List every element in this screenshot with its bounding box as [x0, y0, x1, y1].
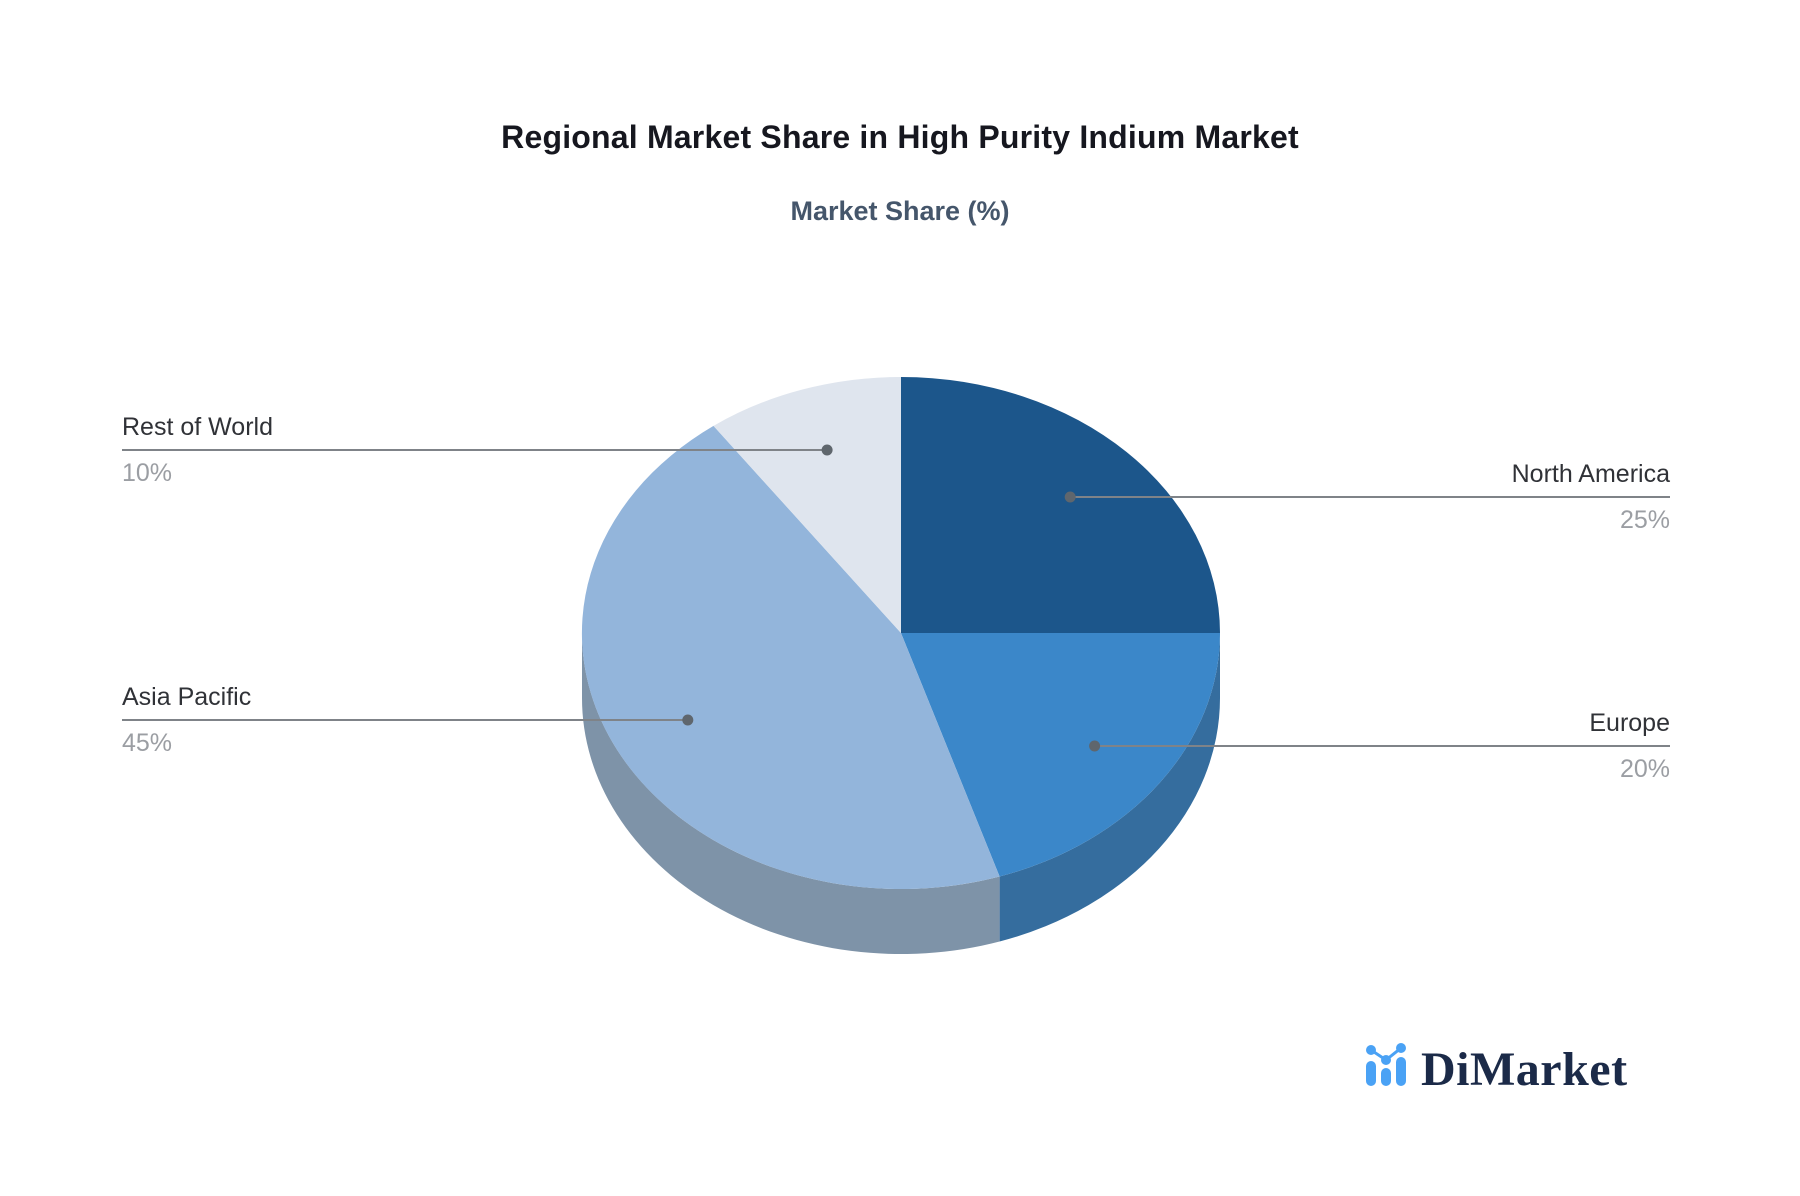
- slice-label: Europe: [1589, 709, 1670, 737]
- pie-slice-side-asia-pacific: [582, 633, 1000, 955]
- slice-label: North America: [1511, 460, 1670, 488]
- callout-north-america: North America 25%: [1110, 459, 1670, 535]
- logo-text: DiMarket: [1421, 1043, 1628, 1096]
- leader-dot-europe: [1089, 740, 1101, 752]
- leader-dot-rest-of-world: [821, 444, 833, 456]
- chart-subtitle: Market Share (%): [790, 196, 1010, 226]
- pie-slice-rest-of-world[interactable]: [713, 377, 902, 633]
- pie-slice-asia-pacific[interactable]: [581, 425, 1000, 890]
- slice-label: Asia Pacific: [122, 683, 252, 711]
- callout-asia-pacific: Asia Pacific 45%: [122, 682, 682, 758]
- slice-label: Rest of World: [122, 413, 273, 441]
- slice-value: 10%: [122, 459, 173, 487]
- slice-value: 25%: [1619, 506, 1670, 534]
- leader-dot-asia-pacific: [682, 714, 694, 726]
- pie-slice-side-europe: [999, 633, 1221, 942]
- leader-dot-north-america: [1064, 491, 1076, 503]
- bar-chart-trend-icon: [1366, 1043, 1406, 1086]
- slice-value: 20%: [1619, 755, 1670, 783]
- slice-value: 45%: [122, 729, 173, 757]
- pie-slice-north-america[interactable]: [901, 377, 1220, 633]
- callout-europe: Europe 20%: [1110, 708, 1670, 784]
- chart-title: Regional Market Share in High Purity Ind…: [501, 119, 1299, 155]
- pie-slice-europe[interactable]: [901, 633, 1221, 877]
- dimarket-logo: DiMarket: [1362, 1040, 1628, 1094]
- callout-rest-of-world: Rest of World 10%: [122, 412, 682, 488]
